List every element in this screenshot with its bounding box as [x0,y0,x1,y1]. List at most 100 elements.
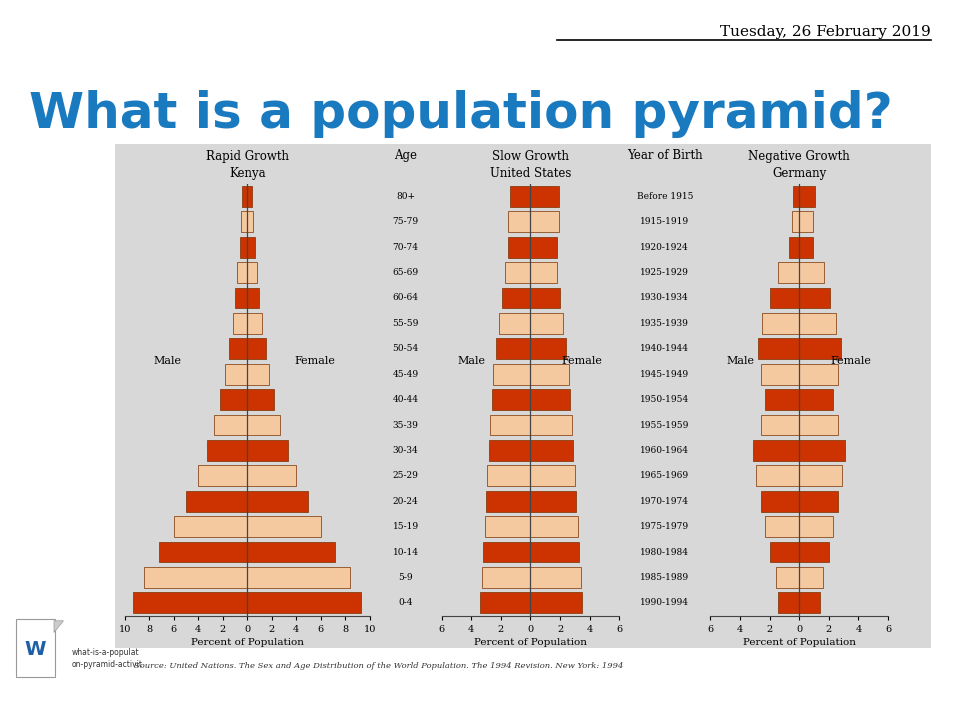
Bar [799,516,833,537]
Bar [248,440,288,461]
Bar [491,415,531,436]
Bar [248,567,350,588]
Bar [248,516,321,537]
Bar [248,390,275,410]
Text: 25-29: 25-29 [393,472,419,480]
Bar [133,593,248,613]
Bar [242,186,248,207]
Bar [765,390,799,410]
Bar [531,237,557,258]
Bar [489,440,531,461]
Bar [186,491,248,512]
Text: 1965-1969: 1965-1969 [640,472,689,480]
Text: Male: Male [154,356,181,366]
Bar [531,262,557,283]
Bar [531,516,578,537]
Text: 30-34: 30-34 [393,446,419,455]
Bar [765,516,799,537]
Text: Female: Female [830,356,872,366]
Text: 70-74: 70-74 [393,243,419,251]
Text: 1915-1919: 1915-1919 [640,217,689,226]
Text: 60-64: 60-64 [393,294,419,302]
Bar [531,313,563,334]
Title: Negative Growth
Germany: Negative Growth Germany [749,150,850,180]
Bar [510,186,531,207]
Bar [493,364,531,384]
X-axis label: Percent of Population: Percent of Population [474,638,587,647]
Bar [226,364,248,384]
Text: Source: United Nations. The Sex and Age Distribution of the World Population. Th: Source: United Nations. The Sex and Age … [134,662,624,670]
Text: 1970-1974: 1970-1974 [640,497,689,505]
Text: Year of Birth: Year of Birth [627,149,703,162]
Text: 1990-1994: 1990-1994 [640,598,689,608]
Bar [235,287,248,308]
Text: 1975-1979: 1975-1979 [640,522,689,531]
Bar [241,211,248,232]
Bar [531,211,559,232]
Bar [531,567,581,588]
Text: 15-19: 15-19 [393,522,419,531]
Text: 10-14: 10-14 [393,548,419,557]
Bar [499,313,531,334]
Bar [760,415,799,436]
Bar [248,465,296,486]
Bar [799,364,838,384]
Bar [799,390,833,410]
Text: 75-79: 75-79 [393,217,419,226]
Text: 1980-1984: 1980-1984 [640,548,689,557]
Bar [206,440,248,461]
Bar [531,541,579,562]
Text: what-is-a-populat
on-pyramid-activit: what-is-a-populat on-pyramid-activit [72,649,143,669]
Text: What is a population pyramid?: What is a population pyramid? [29,90,893,138]
Bar [531,593,582,613]
Bar [480,593,531,613]
Bar [793,186,799,207]
Bar [760,364,799,384]
Text: 55-59: 55-59 [393,319,419,328]
Bar [756,465,799,486]
Text: Male: Male [726,356,754,366]
Text: PRD: PRD [867,659,909,677]
Bar [799,211,812,232]
Bar [240,237,248,258]
Bar [531,440,573,461]
Polygon shape [54,621,63,632]
Bar [248,313,262,334]
Text: 0-4: 0-4 [398,598,413,608]
Bar [248,237,254,258]
Bar [799,338,841,359]
Text: Female: Female [294,356,335,366]
Bar [228,338,248,359]
Bar [531,364,569,384]
Text: 1930-1934: 1930-1934 [640,294,689,302]
Bar [483,541,531,562]
Bar [508,237,531,258]
Bar [754,440,799,461]
Bar [799,491,838,512]
Text: 65-69: 65-69 [393,268,419,277]
Bar [799,262,825,283]
Bar [248,593,361,613]
Bar [248,364,269,384]
Text: W: W [25,640,46,659]
Bar [760,491,799,512]
Text: 1955-1959: 1955-1959 [640,420,689,430]
Bar [799,287,830,308]
Bar [531,338,566,359]
Text: 40-44: 40-44 [393,395,419,404]
Bar [779,593,799,613]
Bar [505,262,531,283]
Bar [144,567,248,588]
Bar [232,313,248,334]
Bar [531,491,576,512]
Text: 1920-1924: 1920-1924 [640,243,689,251]
Bar [220,390,248,410]
Bar [799,186,815,207]
X-axis label: Percent of Population: Percent of Population [191,638,303,647]
Bar [757,338,799,359]
FancyBboxPatch shape [16,619,55,677]
Text: 1950-1954: 1950-1954 [640,395,689,404]
Bar [799,567,823,588]
Bar [248,491,308,512]
Bar [482,567,531,588]
